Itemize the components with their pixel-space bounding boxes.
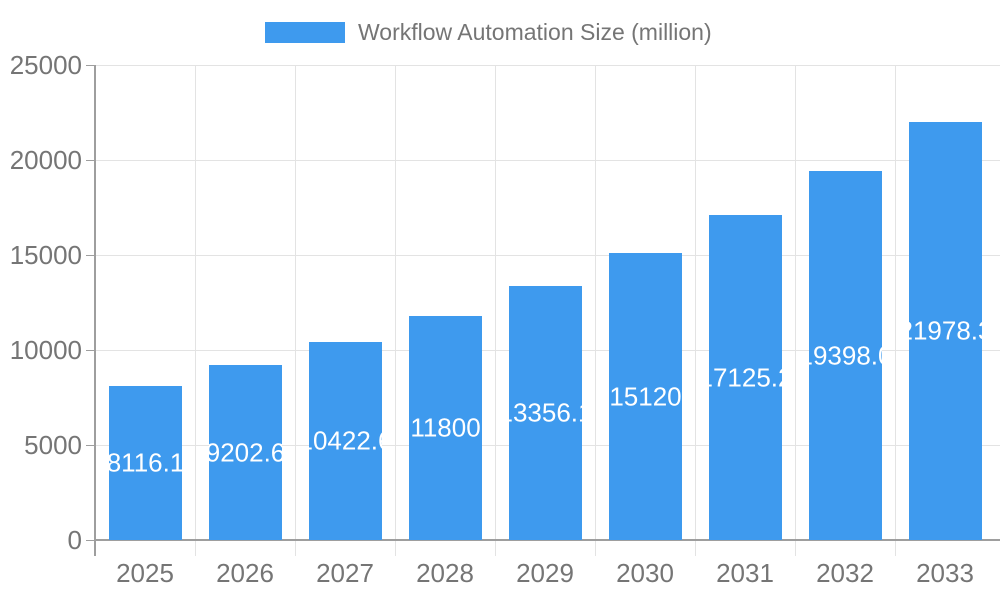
y-axis-tick-label: 0 xyxy=(67,525,82,555)
legend-item[interactable]: Workflow Automation Size (million) xyxy=(265,19,712,45)
x-axis-tick-label: 2031 xyxy=(716,558,774,588)
bar-value-label: 9202.6 xyxy=(209,437,282,467)
gridline-vertical xyxy=(695,65,696,556)
gridline-vertical xyxy=(495,65,496,556)
gridline-vertical xyxy=(895,65,896,556)
x-axis-tick-label: 2032 xyxy=(816,558,874,588)
legend-label: Workflow Automation Size (million) xyxy=(358,19,712,45)
y-axis-tick xyxy=(86,540,95,541)
gridline-vertical xyxy=(295,65,296,556)
y-axis-tick xyxy=(86,65,95,66)
y-axis-line xyxy=(94,65,96,556)
bar-value-label: 17125.2 xyxy=(709,362,782,392)
x-axis-tick-label: 2029 xyxy=(516,558,574,588)
y-axis-tick xyxy=(86,255,95,256)
gridline-horizontal xyxy=(95,255,1000,256)
bar-2026[interactable]: 9202.6 xyxy=(209,365,282,540)
bar-2031[interactable]: 17125.2 xyxy=(709,215,782,540)
bar-value-label: 15120 xyxy=(609,381,682,411)
bar-2030[interactable]: 15120 xyxy=(609,253,682,540)
bar-value-label: 11800 xyxy=(410,412,481,443)
x-axis-tick-label: 2033 xyxy=(916,558,974,588)
legend-swatch xyxy=(265,21,345,43)
y-axis-tick xyxy=(86,445,95,446)
bar-value-label: 10422.6 xyxy=(309,425,382,456)
gridline-vertical xyxy=(195,65,196,556)
y-axis-tick xyxy=(86,350,95,351)
gridline-vertical xyxy=(795,65,796,556)
x-axis-tick-label: 2027 xyxy=(316,558,374,588)
bar-2029[interactable]: 13356.1 xyxy=(509,286,582,540)
x-axis-tick-label: 2025 xyxy=(116,558,174,588)
x-axis-line xyxy=(95,539,1000,541)
y-axis-tick xyxy=(86,160,95,161)
gridline-vertical xyxy=(595,65,596,556)
y-axis-tick-label: 15000 xyxy=(9,240,82,270)
gridline-horizontal xyxy=(95,65,1000,66)
bar-value-label: 13356.1 xyxy=(509,397,582,428)
gridline-vertical xyxy=(395,65,396,556)
y-axis-tick-label: 5000 xyxy=(24,430,82,460)
bar-2025[interactable]: 8116.1 xyxy=(109,386,182,540)
bar-2027[interactable]: 10422.6 xyxy=(309,342,382,540)
x-axis-tick-label: 2028 xyxy=(416,558,474,588)
y-axis-tick-label: 25000 xyxy=(9,50,82,80)
gridline-horizontal xyxy=(95,160,1000,161)
y-axis-tick-label: 10000 xyxy=(9,335,82,365)
bar-value-label: 8116.1 xyxy=(109,447,182,478)
x-axis-tick-label: 2026 xyxy=(216,558,274,588)
x-axis-tick-label: 2030 xyxy=(616,558,674,588)
y-axis-tick-label: 20000 xyxy=(9,145,82,175)
bar-2028[interactable]: 11800 xyxy=(409,316,482,540)
